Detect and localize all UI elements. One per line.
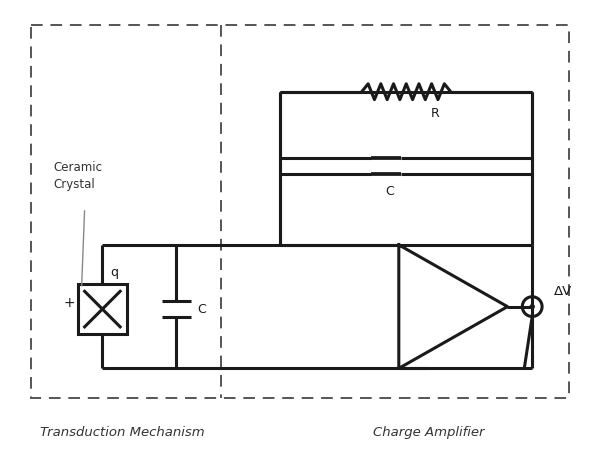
Text: ΔV: ΔV	[554, 285, 572, 298]
Text: C: C	[386, 185, 394, 198]
Text: Charge Amplifier: Charge Amplifier	[373, 426, 484, 439]
Circle shape	[530, 305, 534, 308]
Text: +: +	[64, 296, 76, 310]
Text: Transduction Mechanism: Transduction Mechanism	[40, 426, 205, 439]
Text: q: q	[110, 266, 118, 279]
Text: C: C	[197, 302, 206, 315]
Bar	[77, 284, 127, 334]
Text: R: R	[431, 107, 440, 120]
Text: Ceramic
Crystal: Ceramic Crystal	[53, 161, 102, 191]
